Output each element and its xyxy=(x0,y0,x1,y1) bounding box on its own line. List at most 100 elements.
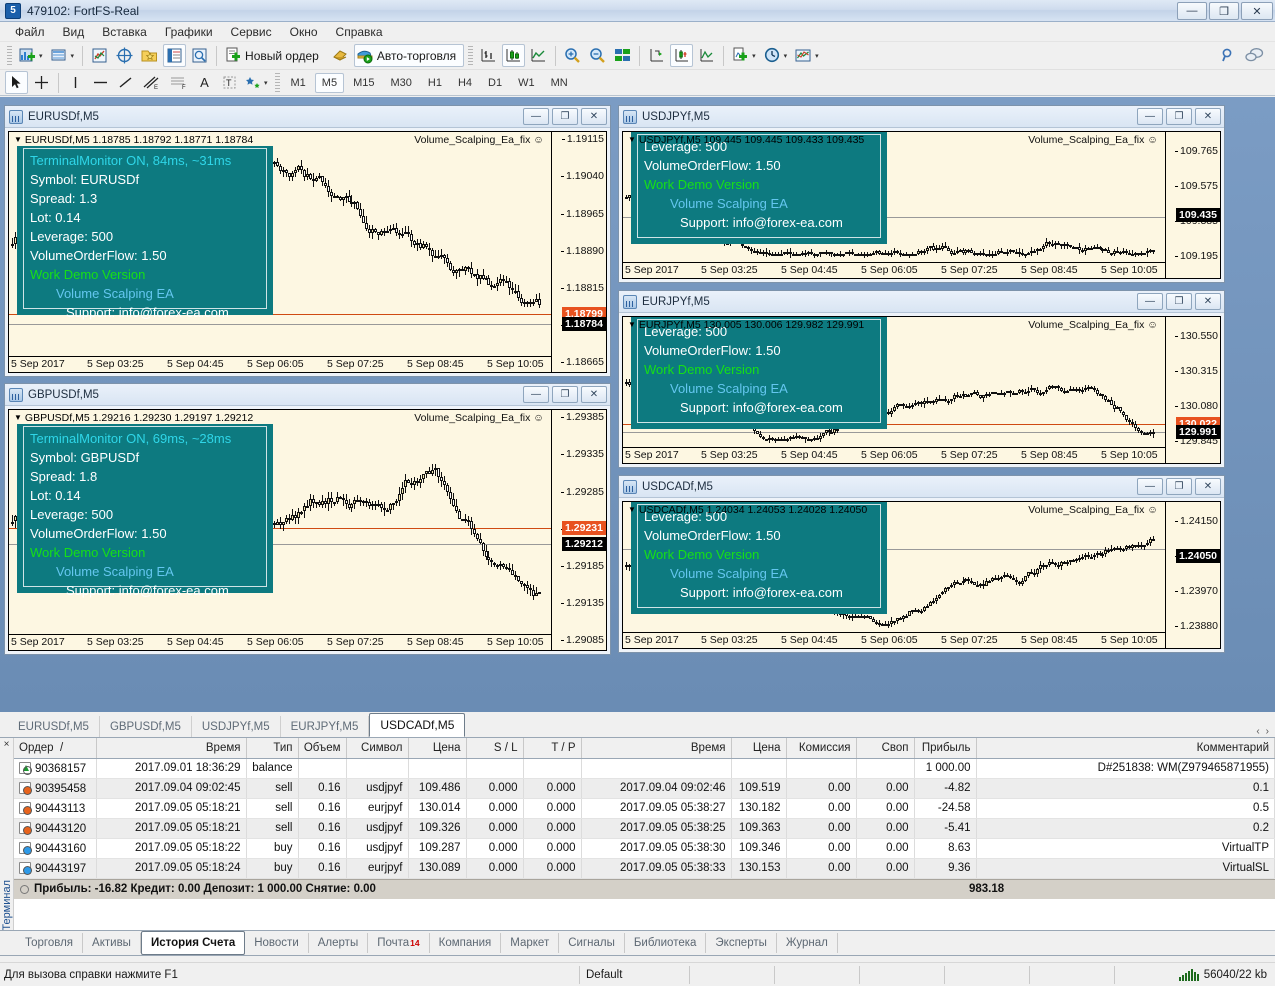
indicators-icon[interactable] xyxy=(695,44,718,67)
terminal-tab-account-history[interactable]: История Счета xyxy=(140,931,246,955)
status-profile[interactable]: Default xyxy=(580,965,690,984)
chevron-down-icon[interactable]: ▾ xyxy=(752,52,756,60)
col-close-price[interactable]: Цена xyxy=(731,738,787,759)
price-scale[interactable]: 1.24150 1.24060 1.23970 1.23880 1.24050 xyxy=(1165,502,1220,648)
navigator-icon[interactable] xyxy=(113,44,136,67)
chart-restore-button[interactable]: ❐ xyxy=(552,386,578,403)
terminal-tab-signals[interactable]: Сигналы xyxy=(559,933,625,953)
add-indicator-icon[interactable]: ▾ xyxy=(729,44,759,67)
templates-icon[interactable]: ▾ xyxy=(792,44,822,67)
table-row[interactable]: 90443160 2017.09.05 05:18:22 buy 0.16 usdjpy… xyxy=(14,838,1275,859)
timeframe-m15[interactable]: M15 xyxy=(353,76,375,89)
crosshair-icon[interactable] xyxy=(30,71,53,94)
collapse-triangle-icon[interactable]: ▼ xyxy=(628,505,636,514)
chart-window-usdcad[interactable]: USDCADf,M5 — ❐ ✕ ▼ USDCADf,M5 1.24034 1.2… xyxy=(618,475,1225,653)
chart-tab-usdjpy[interactable]: USDJPYf,M5 xyxy=(192,716,281,737)
chevron-down-icon[interactable]: ▾ xyxy=(70,52,75,60)
chart-tab-gbpusd[interactable]: GBPUSDf,M5 xyxy=(100,716,192,737)
table-row[interactable]: 90443197 2017.09.05 05:18:24 buy 0.16 eurjpy… xyxy=(14,858,1275,879)
table-row[interactable]: 90443120 2017.09.05 05:18:21 sell 0.16 usdjp… xyxy=(14,818,1275,839)
terminal-tab-trade[interactable]: Торговля xyxy=(16,933,84,953)
autotrading-label[interactable]: Авто-торговля xyxy=(376,48,457,63)
price-scale[interactable]: 130.550 130.315 130.080 129.845 130.022 … xyxy=(1165,317,1220,463)
menu-window[interactable]: Окно xyxy=(289,24,318,39)
collapse-triangle-icon[interactable]: ▼ xyxy=(14,135,22,144)
terminal-tab-company[interactable]: Компания xyxy=(430,933,502,953)
chart-close-button[interactable]: ✕ xyxy=(581,108,607,125)
toolbar-grip[interactable] xyxy=(274,72,280,93)
terminal-tab-alerts[interactable]: Алерты xyxy=(309,933,369,953)
chevron-down-icon[interactable]: ▾ xyxy=(39,52,43,60)
equidistant-channel-icon[interactable]: E xyxy=(139,71,164,94)
profiles-icon[interactable]: ▾ xyxy=(48,44,78,67)
market-watch-icon[interactable] xyxy=(88,44,111,67)
toolbar-grip[interactable] xyxy=(468,45,474,66)
chat-icon[interactable] xyxy=(1242,44,1267,67)
line-chart-icon[interactable] xyxy=(527,44,550,67)
chart-canvas[interactable]: ▼ EURJPYf,M5 130.005 130.006 129.982 129.… xyxy=(622,316,1221,464)
chart-tab-eurusd[interactable]: EURUSDf,M5 xyxy=(8,716,100,737)
timeframe-mn[interactable]: MN xyxy=(550,76,568,89)
fibonacci-icon[interactable]: F xyxy=(166,71,191,94)
col-type[interactable]: Тип xyxy=(246,738,299,759)
zoom-out-icon[interactable] xyxy=(586,44,609,67)
menu-help[interactable]: Справка xyxy=(335,24,383,39)
minimize-button[interactable]: — xyxy=(1177,2,1207,20)
col-open-time[interactable]: Время xyxy=(96,738,247,759)
chart-titlebar[interactable]: GBPUSDf,M5 — ❐ ✕ xyxy=(5,384,610,406)
timeframe-w1[interactable]: W1 xyxy=(518,76,535,89)
chart-tab-eurjpy[interactable]: EURJPYf,M5 xyxy=(281,716,370,737)
candlestick-chart-icon[interactable] xyxy=(502,44,526,67)
chart-canvas[interactable]: ▼ USDJPYf,M5 109.445 109.445 109.433 109.… xyxy=(622,131,1221,279)
cursor-icon[interactable] xyxy=(5,71,28,94)
chart-titlebar[interactable]: EURUSDf,M5 — ❐ ✕ xyxy=(5,106,610,128)
new-order-label[interactable]: Новый ордер xyxy=(245,48,319,63)
terminal-tab-mailbox[interactable]: Почта 14 xyxy=(368,933,430,953)
chart-window-eurusd[interactable]: EURUSDf,M5 — ❐ ✕ ▼ EURUSDf,M5 1.18785 1.1… xyxy=(4,105,611,377)
collapse-triangle-icon[interactable]: ▼ xyxy=(628,320,636,329)
metaeditor-icon[interactable] xyxy=(329,44,352,67)
text-tool-icon[interactable]: A xyxy=(200,75,209,90)
chart-minimize-button[interactable]: — xyxy=(1137,478,1163,495)
chart-canvas[interactable]: ▼ EURUSDf,M5 1.18785 1.18792 1.18771 1.18… xyxy=(8,131,607,373)
chevron-down-icon[interactable]: ▾ xyxy=(264,79,268,87)
periods-icon[interactable]: ▾ xyxy=(761,44,791,67)
time-axis[interactable]: 5 Sep 2017 5 Sep 03:25 5 Sep 04:45 5 Sep… xyxy=(623,447,1165,463)
autotrading-button[interactable]: Авто-торговля xyxy=(353,44,465,67)
new-order-button[interactable]: Новый ордер xyxy=(222,44,327,67)
chart-restore-button[interactable]: ❐ xyxy=(1166,478,1192,495)
search-icon[interactable] xyxy=(1217,44,1240,67)
col-sl[interactable]: S / L xyxy=(466,738,524,759)
menu-view[interactable]: Вид xyxy=(62,24,85,39)
menu-insert[interactable]: Вставка xyxy=(102,24,147,39)
new-chart-icon[interactable]: ▾ xyxy=(16,44,46,67)
col-tp[interactable]: T / P xyxy=(523,738,582,759)
vertical-line-icon[interactable] xyxy=(64,71,87,94)
chevron-down-icon[interactable]: ▾ xyxy=(783,52,788,60)
chart-titlebar[interactable]: USDCADf,M5 — ❐ ✕ xyxy=(619,476,1224,498)
col-order[interactable]: Ордер / xyxy=(14,738,97,759)
col-volume[interactable]: Объем xyxy=(298,738,347,759)
horizontal-line-icon[interactable] xyxy=(89,71,112,94)
menu-charts[interactable]: Графики xyxy=(164,24,213,39)
chart-autoscroll-icon[interactable] xyxy=(670,44,694,67)
col-open-price[interactable]: Цена xyxy=(408,738,467,759)
bar-chart-icon[interactable] xyxy=(477,44,500,67)
col-comment[interactable]: Комментарий xyxy=(976,738,1275,759)
time-axis[interactable]: 5 Sep 2017 5 Sep 03:25 5 Sep 04:45 5 Sep… xyxy=(623,262,1165,278)
timeframe-h4[interactable]: H4 xyxy=(457,76,473,89)
favorites-icon[interactable] xyxy=(138,44,161,67)
timeframe-h1[interactable]: H1 xyxy=(427,76,442,89)
time-axis[interactable]: 5 Sep 2017 5 Sep 03:25 5 Sep 04:45 5 Sep… xyxy=(9,356,551,372)
terminal-tab-news[interactable]: Новости xyxy=(245,933,309,953)
chart-minimize-button[interactable]: — xyxy=(523,108,549,125)
tile-windows-icon[interactable] xyxy=(611,44,634,67)
chart-close-button[interactable]: ✕ xyxy=(1195,108,1221,125)
chart-close-button[interactable]: ✕ xyxy=(1195,478,1221,495)
chart-restore-button[interactable]: ❐ xyxy=(1166,108,1192,125)
objects-icon[interactable]: ▾ xyxy=(243,71,271,94)
terminal-tab-market[interactable]: Маркет xyxy=(501,933,560,953)
price-scale[interactable]: 109.765 109.575 109.385 109.195 109.435 xyxy=(1165,132,1220,278)
restore-button[interactable]: ❐ xyxy=(1209,2,1239,20)
chart-restore-button[interactable]: ❐ xyxy=(1166,293,1192,310)
